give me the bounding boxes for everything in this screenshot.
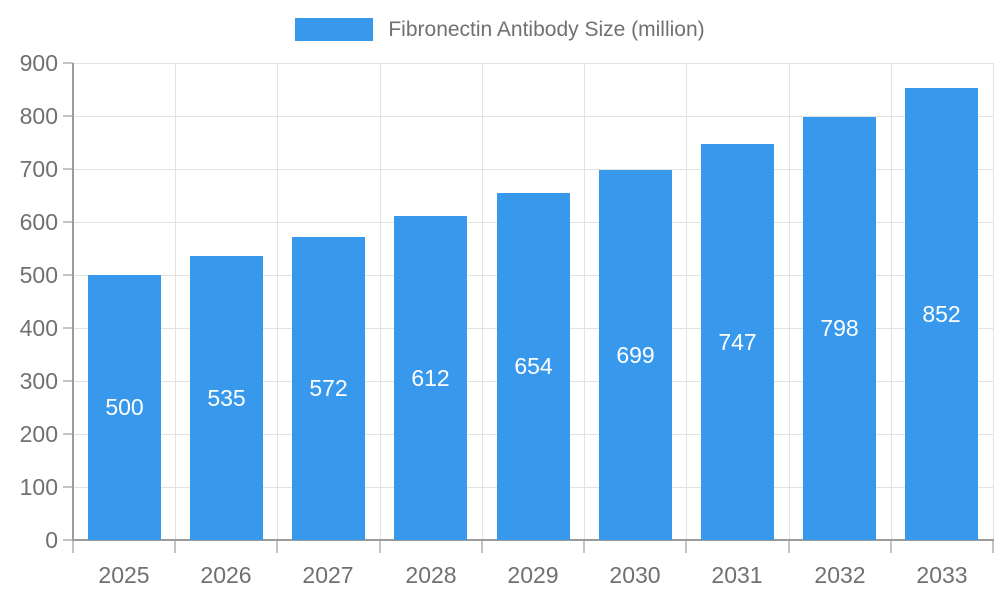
y-tick-mark — [63, 380, 73, 382]
x-tick-label: 2030 — [609, 562, 661, 588]
y-tick-mark — [63, 327, 73, 329]
legend-swatch — [295, 18, 374, 41]
y-axis-line — [72, 63, 74, 540]
v-gridline — [584, 63, 585, 540]
v-gridline — [993, 63, 994, 540]
bar-value-label: 699 — [616, 341, 655, 368]
x-tick-mark — [276, 541, 278, 553]
bar[interactable]: 535 — [190, 256, 263, 540]
y-tick-mark — [63, 221, 73, 223]
y-tick-label: 100 — [19, 474, 58, 500]
y-tick-label: 300 — [19, 368, 58, 394]
x-tick-mark — [890, 541, 892, 553]
y-tick-label: 200 — [19, 421, 58, 447]
v-gridline — [686, 63, 687, 540]
y-tick-label: 700 — [19, 156, 58, 182]
y-tick-label: 800 — [19, 103, 58, 129]
bar-value-label: 654 — [514, 353, 553, 379]
bar-value-label: 572 — [309, 375, 348, 401]
x-tick-label: 2025 — [98, 562, 150, 588]
bar[interactable]: 747 — [701, 144, 774, 540]
x-tick-mark — [174, 541, 176, 553]
bar[interactable]: 572 — [292, 237, 365, 540]
x-tick-label: 2033 — [916, 562, 968, 588]
bar[interactable]: 654 — [497, 193, 570, 540]
bar-value-label: 798 — [820, 315, 859, 341]
x-tick-mark — [788, 541, 790, 553]
bar[interactable]: 612 — [394, 216, 467, 540]
y-tick-mark — [63, 274, 73, 276]
y-tick-label: 900 — [19, 50, 58, 76]
x-tick-label: 2032 — [814, 562, 866, 588]
v-gridline — [482, 63, 483, 540]
x-tick-label: 2031 — [711, 562, 763, 588]
x-tick-label: 2027 — [302, 562, 354, 588]
bar[interactable]: 699 — [599, 170, 672, 540]
v-gridline — [380, 63, 381, 540]
x-tick-mark — [481, 541, 483, 553]
bar-value-label: 612 — [411, 364, 450, 391]
x-tick-label: 2026 — [200, 562, 252, 588]
x-tick-label: 2028 — [405, 562, 457, 588]
bar-value-label: 747 — [718, 328, 757, 355]
legend-label: Fibronectin Antibody Size (million) — [388, 18, 705, 41]
v-gridline — [175, 63, 176, 540]
bar-value-label: 500 — [105, 394, 144, 420]
bar[interactable]: 852 — [905, 88, 978, 540]
x-tick-mark — [685, 541, 687, 553]
x-axis-line — [72, 539, 994, 541]
x-tick-mark — [992, 541, 994, 553]
v-gridline — [789, 63, 790, 540]
y-tick-mark — [63, 115, 73, 117]
y-tick-label: 600 — [19, 209, 58, 235]
legend[interactable]: Fibronectin Antibody Size (million) — [0, 18, 1000, 41]
v-gridline — [277, 63, 278, 540]
y-tick-mark — [63, 62, 73, 64]
bar[interactable]: 500 — [88, 275, 161, 540]
y-tick-mark — [63, 433, 73, 435]
bar-value-label: 852 — [922, 300, 961, 327]
y-tick-mark — [63, 168, 73, 170]
y-tick-label: 500 — [19, 262, 58, 288]
bar-value-label: 535 — [207, 384, 246, 411]
x-tick-mark — [583, 541, 585, 553]
x-tick-mark — [72, 541, 74, 553]
h-gridline — [73, 169, 993, 170]
h-gridline — [73, 63, 993, 64]
bar[interactable]: 798 — [803, 117, 876, 540]
x-tick-label: 2029 — [507, 562, 559, 588]
y-tick-mark — [63, 486, 73, 488]
y-tick-label: 400 — [19, 315, 58, 341]
y-tick-label: 0 — [45, 527, 58, 553]
y-tick-mark — [63, 539, 73, 541]
v-gridline — [891, 63, 892, 540]
x-tick-mark — [379, 541, 381, 553]
h-gridline — [73, 116, 993, 117]
